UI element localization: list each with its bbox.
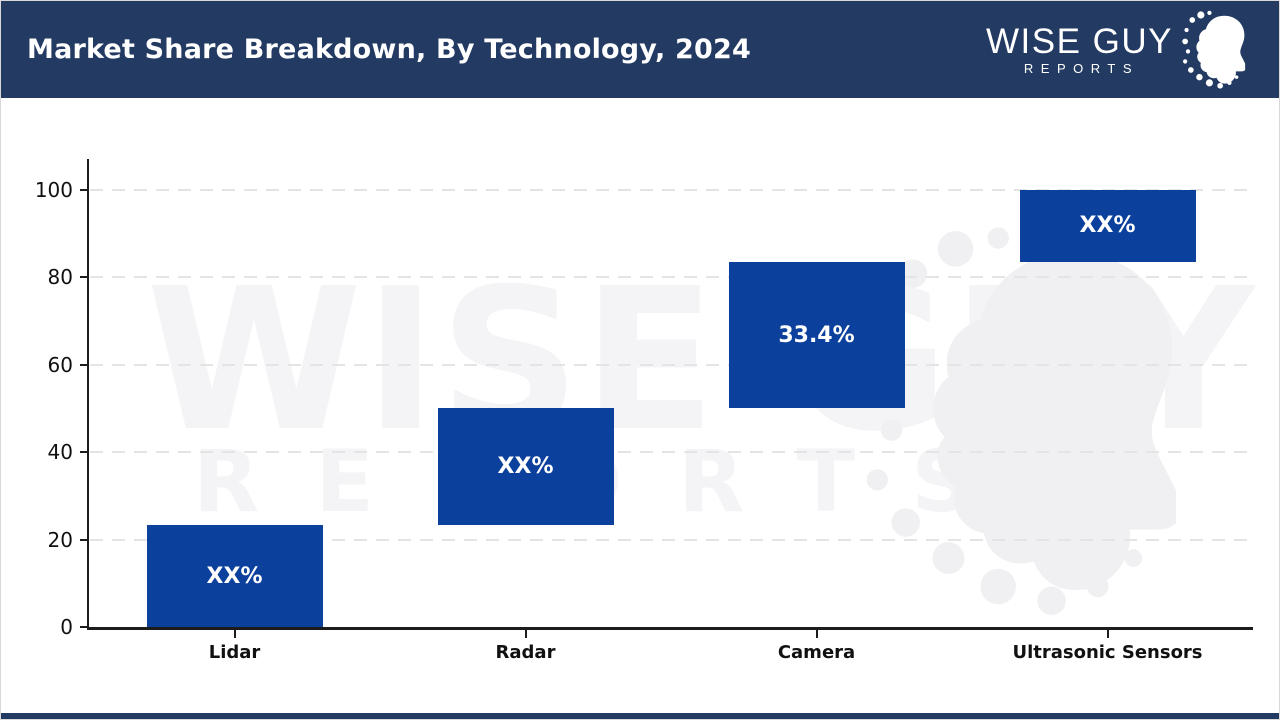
- y-tick-label: 80: [47, 265, 73, 290]
- y-tick-mark: [80, 363, 89, 366]
- grid-line: [90, 363, 1253, 366]
- y-tick-mark: [80, 276, 89, 279]
- grid-line: [90, 451, 1253, 454]
- bar-value-label: XX%: [206, 563, 263, 589]
- header-bar: Market Share Breakdown, By Technology, 2…: [1, 1, 1279, 98]
- x-category-label: Ultrasonic Sensors: [1012, 642, 1203, 663]
- bar: XX%: [437, 408, 614, 526]
- y-tick-label: 100: [34, 177, 73, 202]
- footer-accent-bar: [1, 713, 1279, 719]
- y-tick-mark: [80, 451, 89, 454]
- x-tick-mark: [1106, 630, 1109, 638]
- y-tick-label: 0: [60, 615, 73, 639]
- bar: XX%: [146, 525, 323, 627]
- logo-wordmark-main: WISE GUY: [985, 22, 1173, 61]
- y-tick-mark: [80, 538, 89, 541]
- logo-face-icon: [1179, 10, 1247, 90]
- x-category-label: Lidar: [208, 642, 261, 663]
- bar-value-label: 33.4%: [778, 322, 855, 348]
- y-tick-mark: [80, 626, 89, 628]
- x-axis-line: [87, 627, 1253, 630]
- bar: XX%: [1019, 189, 1196, 263]
- x-category-label: Camera: [777, 642, 856, 663]
- y-tick-mark: [80, 188, 89, 191]
- bar: 33.4%: [728, 262, 905, 409]
- grid-line: [90, 276, 1253, 279]
- bar-value-label: XX%: [1079, 213, 1136, 239]
- chart-title: Market Share Breakdown, By Technology, 2…: [27, 34, 752, 65]
- x-category-label: Radar: [495, 642, 556, 663]
- grid-line: [90, 188, 1253, 191]
- y-tick-label: 40: [47, 440, 73, 465]
- x-tick-mark: [233, 630, 236, 638]
- wise-guy-reports-logo: WISE GUY REPORTS: [986, 10, 1247, 90]
- bar-value-label: XX%: [497, 454, 554, 480]
- x-tick-mark: [815, 630, 818, 638]
- y-tick-label: 20: [47, 527, 73, 552]
- logo-wordmark: WISE GUY REPORTS: [986, 24, 1173, 75]
- x-tick-mark: [524, 630, 527, 638]
- grid-line: [90, 538, 1253, 541]
- y-axis-line: [87, 159, 89, 629]
- y-tick-label: 60: [47, 352, 73, 377]
- logo-wordmark-sub: REPORTS: [1023, 61, 1140, 76]
